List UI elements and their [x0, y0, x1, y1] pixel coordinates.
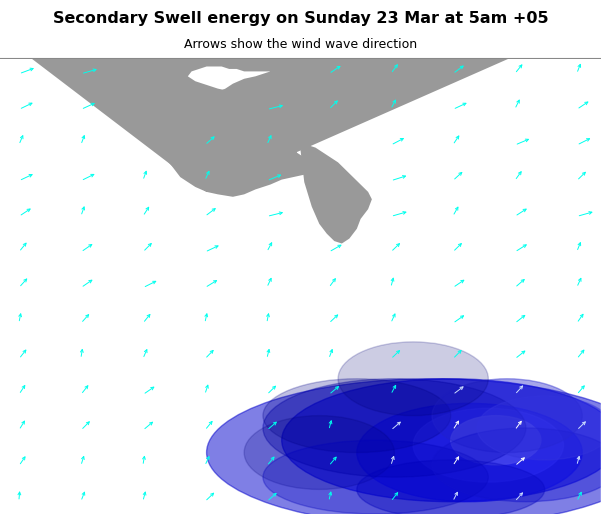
Ellipse shape: [451, 416, 541, 465]
Ellipse shape: [244, 416, 394, 489]
Ellipse shape: [357, 403, 582, 502]
Ellipse shape: [357, 460, 545, 514]
Ellipse shape: [263, 379, 526, 477]
Text: Secondary Swell energy on Sunday 23 Mar at 5am +05: Secondary Swell energy on Sunday 23 Mar …: [53, 11, 548, 26]
Polygon shape: [0, 34, 564, 197]
Polygon shape: [300, 145, 372, 244]
Text: Arrows show the wind wave direction: Arrows show the wind wave direction: [184, 38, 417, 51]
Ellipse shape: [432, 428, 601, 502]
Ellipse shape: [338, 342, 488, 416]
Ellipse shape: [477, 396, 601, 460]
Ellipse shape: [263, 440, 488, 514]
Ellipse shape: [282, 379, 601, 502]
Ellipse shape: [263, 379, 451, 452]
Ellipse shape: [432, 379, 582, 452]
Ellipse shape: [207, 379, 601, 514]
Ellipse shape: [413, 408, 564, 482]
